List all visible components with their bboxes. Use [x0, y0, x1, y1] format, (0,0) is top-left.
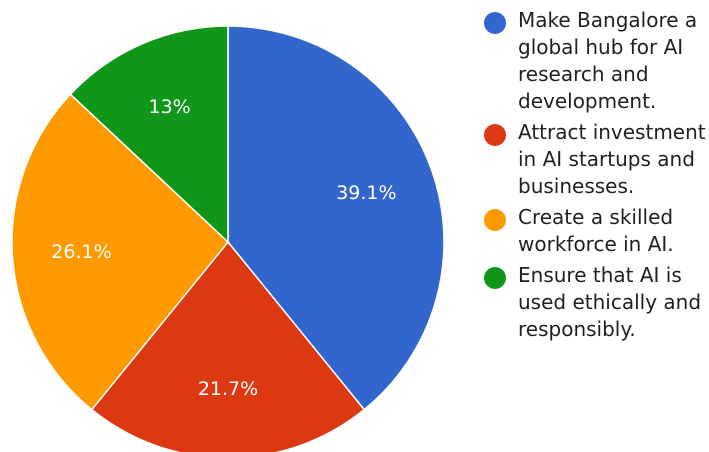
legend-item-workforce[interactable]: Create a skilled workforce in AI.	[484, 204, 709, 258]
legend-label: Ensure that AI is used ethically and res…	[518, 263, 702, 341]
legend-item-investment[interactable]: Attract investment in AI startups and bu…	[484, 119, 709, 200]
legend-label: Make Bangalore a global hub for AI resea…	[518, 8, 698, 113]
slice-label-workforce: 26.1%	[51, 241, 111, 263]
slice-label-investment: 21.7%	[198, 378, 258, 400]
legend-swatch-icon	[484, 12, 506, 34]
slice-label-ethics: 13%	[148, 96, 190, 118]
legend-item-ethics[interactable]: Ensure that AI is used ethically and res…	[484, 262, 709, 343]
pie-slice-workforce[interactable]	[11, 93, 229, 411]
chart-legend: Make Bangalore a global hub for AI resea…	[484, 7, 709, 347]
legend-item-hub[interactable]: Make Bangalore a global hub for AI resea…	[484, 7, 709, 115]
pie-slice-investment[interactable]	[91, 241, 365, 452]
slice-label-hub: 39.1%	[336, 182, 396, 204]
pie-slice-hub[interactable]	[227, 25, 445, 411]
legend-swatch-icon	[484, 267, 506, 289]
legend-swatch-icon	[484, 124, 506, 146]
legend-label: Create a skilled workforce in AI.	[518, 205, 674, 256]
legend-swatch-icon	[484, 209, 506, 231]
pie-slice-labels: 39.1% 21.7% 26.1% 13%	[51, 96, 396, 400]
pie-slice-ethics[interactable]	[69, 25, 229, 243]
pie-slices	[11, 25, 445, 452]
legend-label: Attract investment in AI startups and bu…	[518, 120, 706, 198]
